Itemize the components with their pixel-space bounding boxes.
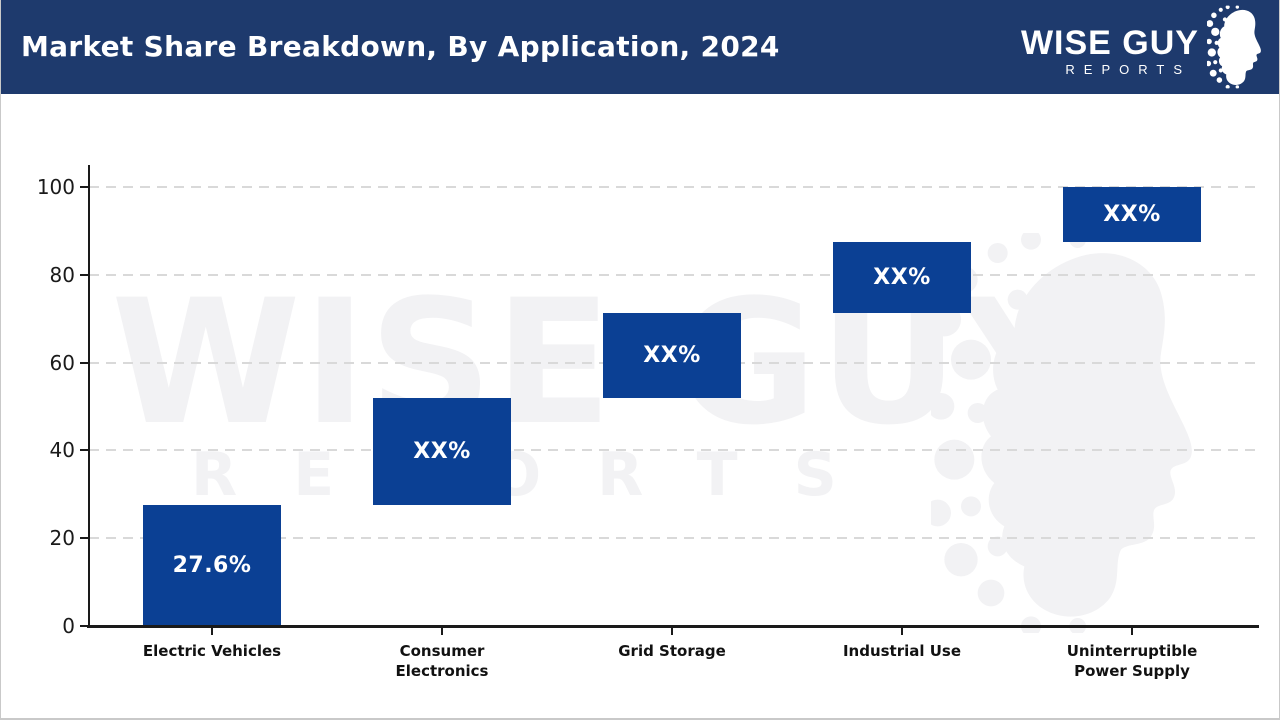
x-category-label: Electric Vehicles — [142, 642, 282, 660]
bar-value-label: XX% — [643, 342, 701, 368]
brand-logo: WISE GUY REPORTS — [1009, 0, 1269, 94]
logo-subtext: REPORTS — [1065, 62, 1191, 77]
y-tick-mark — [80, 273, 89, 276]
y-tick-label: 80 — [49, 262, 75, 287]
logo-wordmark: WISE GUY — [1020, 24, 1199, 62]
y-tick-label: 0 — [62, 614, 75, 638]
bar-industrial-use: XX% — [833, 241, 971, 313]
bar-consumer-electronics: XX% — [373, 397, 511, 505]
y-tick-mark — [80, 449, 89, 452]
y-tick-mark — [80, 361, 89, 364]
x-category-label: Industrial Use — [842, 642, 962, 660]
bar-value-label: XX% — [413, 438, 471, 464]
x-tick-mark — [671, 627, 673, 635]
y-tick-mark — [80, 186, 89, 188]
x-tick-mark — [901, 627, 903, 635]
y-tick-label: 100 — [36, 175, 75, 199]
x-category-label: Uninterruptible Power Supply — [1066, 642, 1198, 681]
x-tick-mark — [1131, 627, 1133, 635]
bar-value-label: XX% — [1103, 201, 1161, 227]
x-axis-line — [87, 625, 1259, 628]
y-axis-line — [88, 165, 90, 628]
gridline-80 — [89, 273, 1257, 276]
y-tick-label: 40 — [49, 438, 75, 463]
y-tick-label: 20 — [49, 526, 75, 551]
page-title: Market Share Breakdown, By Application, … — [21, 30, 780, 63]
x-category-label: Grid Storage — [618, 642, 726, 660]
watermark-face-icon — [931, 228, 1231, 638]
bar-uninterruptible-power-supply: XX% — [1063, 187, 1201, 242]
x-tick-mark — [441, 627, 443, 635]
bar-value-label: XX% — [873, 264, 931, 290]
gridline-100 — [89, 186, 1257, 188]
x-category-label: Consumer Electronics — [395, 642, 489, 681]
header: Market Share Breakdown, By Application, … — [1, 0, 1279, 94]
x-tick-mark — [211, 627, 213, 635]
gridline-40 — [89, 449, 1257, 452]
bar-value-label: 27.6% — [172, 552, 252, 578]
y-tick-mark — [80, 625, 89, 627]
logo-face-icon — [1207, 4, 1269, 90]
bar-grid-storage: XX% — [603, 312, 741, 398]
y-tick-label: 60 — [49, 350, 75, 375]
gridline-20 — [89, 537, 1257, 540]
watermark-subtext: REPORTS — [191, 440, 893, 510]
y-tick-mark — [80, 537, 89, 540]
bar-electric-vehicles: 27.6% — [143, 504, 281, 626]
